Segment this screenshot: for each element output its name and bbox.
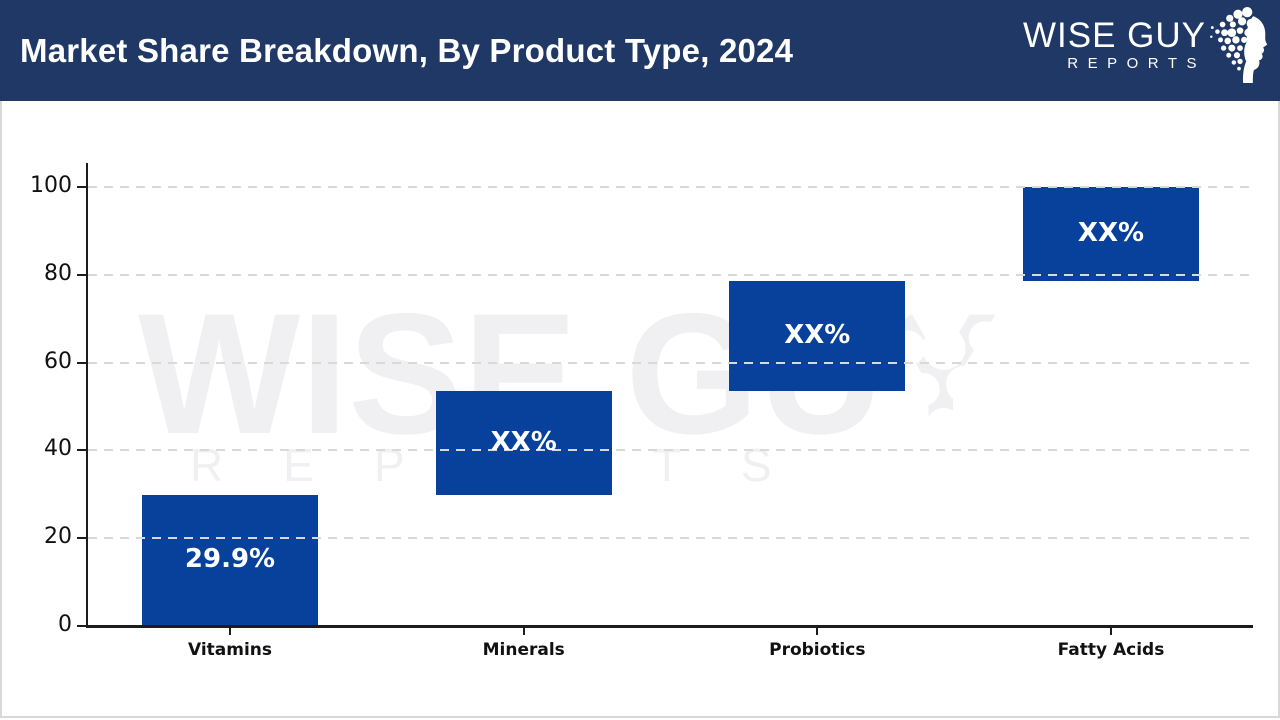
y-tick-60 xyxy=(77,361,86,364)
gridline-60 xyxy=(88,361,1251,364)
gridline-80 xyxy=(88,273,1251,276)
x-tick-minerals xyxy=(522,628,525,635)
brand-logo: WISE GUY REPORTS xyxy=(1023,6,1270,84)
y-tick-0 xyxy=(77,625,86,627)
y-tick-label-60: 60 xyxy=(44,348,72,374)
gridline-20 xyxy=(88,537,1251,540)
y-tick-label-20: 20 xyxy=(44,524,72,550)
page-title: Market Share Breakdown, By Product Type,… xyxy=(20,31,794,69)
bar-vitamins xyxy=(142,494,318,626)
y-axis xyxy=(86,163,88,627)
brand-logo-text: WISE GUY REPORTS xyxy=(1022,15,1206,73)
frame-left-line xyxy=(0,101,2,717)
bar-value-label-fatty-acids: XX% xyxy=(1077,217,1145,248)
y-tick-label-0: 0 xyxy=(58,612,72,637)
logo-sub-text: REPORTS xyxy=(1067,55,1206,73)
x-tick-vitamins xyxy=(229,628,231,635)
y-tick-label-100: 100 xyxy=(30,173,72,198)
bar-minerals xyxy=(435,391,612,495)
category-label-minerals: Minerals xyxy=(482,640,565,660)
logo-head-icon xyxy=(1210,7,1268,83)
bar-value-label-vitamins: 29.9% xyxy=(184,544,276,575)
x-tick-probiotics xyxy=(816,628,819,635)
y-tick-label-40: 40 xyxy=(44,436,72,462)
header: Market Share Breakdown, By Product Type,… xyxy=(0,0,1280,101)
frame-right-line xyxy=(1278,101,1280,717)
bar-value-label-minerals: XX% xyxy=(490,426,557,457)
gridline-100 xyxy=(88,186,1251,188)
y-tick-100 xyxy=(77,186,86,188)
bar-probiotics xyxy=(729,280,906,392)
x-tick-fatty-acids xyxy=(1110,628,1112,635)
logo-brand-text: WISE GUY xyxy=(1022,15,1206,55)
category-label-vitamins: Vitamins xyxy=(187,640,273,660)
category-label-fatty-acids: Fatty Acids xyxy=(1057,640,1165,660)
y-tick-80 xyxy=(77,273,86,276)
y-tick-40 xyxy=(77,449,86,452)
gridline-40 xyxy=(88,449,1251,452)
category-label-probiotics: Probiotics xyxy=(769,640,866,660)
bar-fatty-acids xyxy=(1023,187,1199,281)
frame-bottom-line xyxy=(0,716,1280,718)
y-tick-20 xyxy=(77,537,86,540)
bar-value-label-probiotics: XX% xyxy=(784,319,851,350)
y-tick-label-80: 80 xyxy=(44,260,72,286)
x-axis xyxy=(86,625,1253,628)
